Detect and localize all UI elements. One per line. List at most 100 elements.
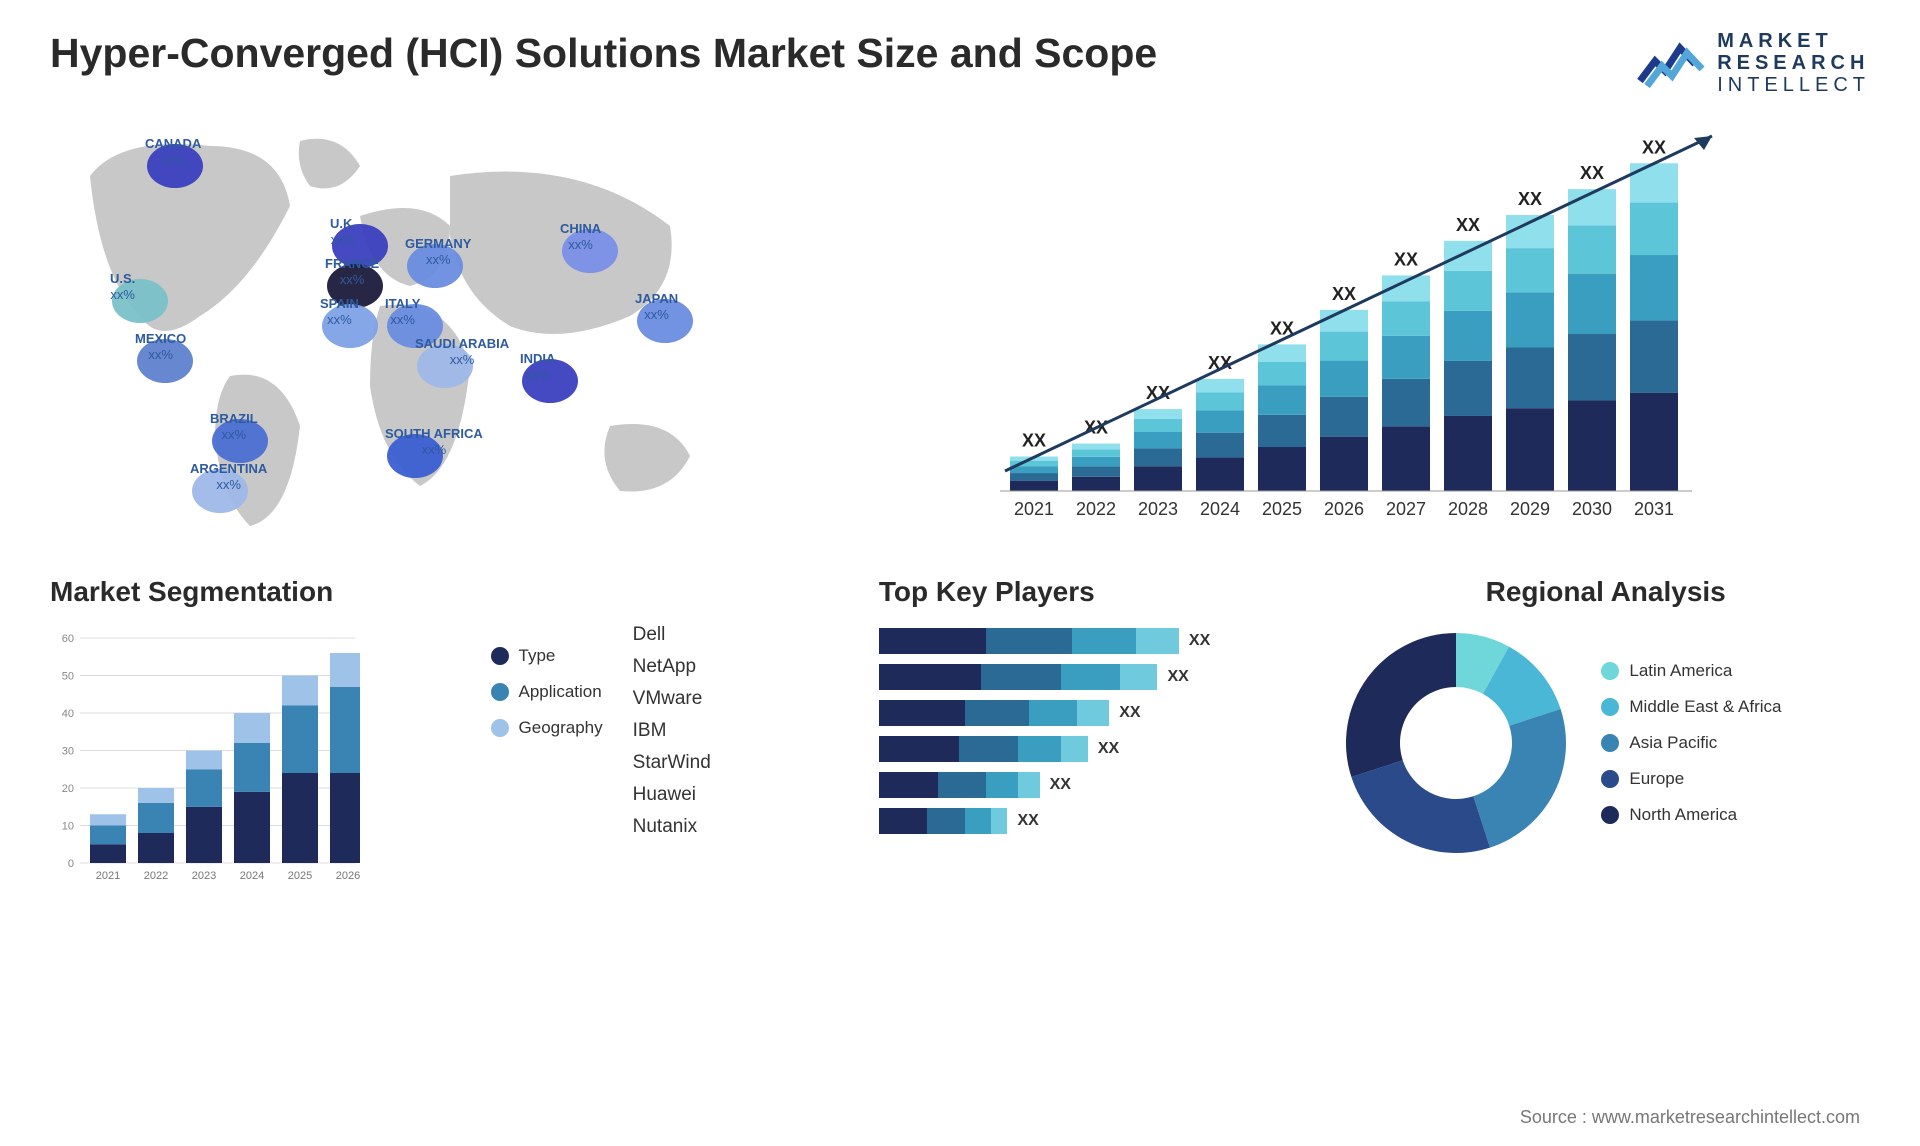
svg-text:XX: XX: [1580, 163, 1604, 183]
map-label-south-africa: SOUTH AFRICAxx%: [385, 426, 483, 457]
segmentation-chart: 0102030405060202120222023202420252026: [50, 628, 360, 888]
svg-text:50: 50: [62, 671, 74, 683]
keyplayer-item: Huawei: [633, 784, 849, 806]
source-caption: Source : www.marketresearchintellect.com: [1520, 1107, 1860, 1128]
svg-text:2029: 2029: [1510, 499, 1550, 519]
map-label-u-k-: U.K.xx%: [330, 216, 356, 247]
map-label-india: INDIAxx%: [520, 351, 555, 382]
svg-text:2031: 2031: [1634, 499, 1674, 519]
keyplayer-item: Dell: [633, 624, 849, 646]
hbar-segment: [1061, 736, 1088, 762]
hbar-segment: [1061, 664, 1120, 690]
keyplayers-bars: XXXXXXXXXXXX: [879, 628, 1312, 834]
brand-logo: MARKET RESEARCH INTELLECT: [1635, 30, 1870, 96]
legend-swatch: [1601, 662, 1619, 680]
hbar-value-label: XX: [1050, 776, 1071, 794]
map-label-spain: SPAINxx%: [320, 296, 359, 327]
map-label-france: FRANCExx%: [325, 256, 379, 287]
map-label-saudi-arabia: SAUDI ARABIAxx%: [415, 336, 509, 367]
map-label-canada: CANADAxx%: [145, 136, 201, 167]
svg-text:XX: XX: [1642, 137, 1666, 157]
logo-text-2: RESEARCH: [1717, 52, 1870, 74]
seg-legend-item: Application: [491, 682, 603, 702]
keyplayers-title: Top Key Players: [879, 576, 1312, 608]
seg-legend-item: Geography: [491, 718, 603, 738]
svg-text:XX: XX: [1022, 431, 1046, 451]
hbar-segment: [1029, 700, 1077, 726]
regional-legend-item: Latin America: [1601, 661, 1781, 681]
world-map: CANADAxx% U.S.xx% MEXICOxx% BRAZILxx% ARGENT…: [50, 116, 940, 536]
keyplayer-item: StarWind: [633, 752, 849, 774]
hbar-segment: [986, 772, 1018, 798]
legend-swatch: [491, 683, 509, 701]
keyplayer-item: IBM: [633, 720, 849, 742]
legend-label: North America: [1629, 805, 1737, 825]
logo-icon: [1635, 36, 1705, 91]
svg-text:10: 10: [62, 821, 74, 833]
map-label-china: CHINAxx%: [560, 221, 601, 252]
hbar-segment: [879, 664, 981, 690]
legend-label: Europe: [1629, 769, 1684, 789]
hbar-segment: [1120, 664, 1157, 690]
logo-text-1: MARKET: [1717, 30, 1870, 52]
map-label-mexico: MEXICOxx%: [135, 331, 186, 362]
legend-swatch: [1601, 806, 1619, 824]
map-label-japan: JAPANxx%: [635, 291, 678, 322]
svg-text:2024: 2024: [240, 870, 264, 882]
regional-legend-item: North America: [1601, 805, 1781, 825]
map-label-u-s-: U.S.xx%: [110, 271, 135, 302]
legend-label: Geography: [519, 718, 603, 738]
svg-text:0: 0: [68, 858, 74, 870]
svg-text:60: 60: [62, 633, 74, 645]
svg-text:2026: 2026: [1324, 499, 1364, 519]
svg-text:2023: 2023: [192, 870, 216, 882]
keyplayer-item: Nutanix: [633, 816, 849, 838]
legend-label: Application: [519, 682, 602, 702]
svg-text:XX: XX: [1394, 249, 1418, 269]
legend-swatch: [1601, 734, 1619, 752]
svg-text:2025: 2025: [1262, 499, 1302, 519]
regional-donut: [1341, 628, 1571, 858]
hbar-segment: [1077, 700, 1109, 726]
legend-label: Middle East & Africa: [1629, 697, 1781, 717]
hbar-value-label: XX: [1167, 668, 1188, 686]
keyplayer-bar-row: XX: [879, 808, 1312, 834]
svg-text:20: 20: [62, 783, 74, 795]
legend-swatch: [491, 719, 509, 737]
page-title: Hyper-Converged (HCI) Solutions Market S…: [50, 30, 1157, 77]
hbar-segment: [981, 664, 1061, 690]
map-label-brazil: BRAZILxx%: [210, 411, 258, 442]
hbar-segment: [1136, 628, 1179, 654]
map-label-argentina: ARGENTINAxx%: [190, 461, 267, 492]
regional-title: Regional Analysis: [1341, 576, 1870, 608]
keyplayer-item: NetApp: [633, 656, 849, 678]
keyplayer-bar-row: XX: [879, 736, 1312, 762]
legend-label: Type: [519, 646, 556, 666]
hbar-segment: [879, 772, 938, 798]
svg-text:2030: 2030: [1572, 499, 1612, 519]
map-label-germany: GERMANYxx%: [405, 236, 471, 267]
svg-text:2021: 2021: [1014, 499, 1054, 519]
hbar-segment: [1072, 628, 1136, 654]
hbar-segment: [879, 808, 927, 834]
hbar-segment: [927, 808, 964, 834]
svg-text:2028: 2028: [1448, 499, 1488, 519]
hbar-segment: [986, 628, 1072, 654]
hbar-segment: [1018, 736, 1061, 762]
svg-text:XX: XX: [1518, 189, 1542, 209]
svg-text:2022: 2022: [1076, 499, 1116, 519]
hbar-value-label: XX: [1098, 740, 1119, 758]
svg-text:40: 40: [62, 708, 74, 720]
hbar-value-label: XX: [1119, 704, 1140, 722]
hbar-segment: [879, 736, 959, 762]
forecast-bar-chart: XX2021XX2022XX2023XX2024XX2025XX2026XX20…: [980, 116, 1870, 536]
legend-swatch: [1601, 698, 1619, 716]
regional-legend-item: Europe: [1601, 769, 1781, 789]
svg-text:2023: 2023: [1138, 499, 1178, 519]
svg-text:2026: 2026: [336, 870, 360, 882]
hbar-segment: [879, 628, 986, 654]
svg-text:2022: 2022: [144, 870, 168, 882]
svg-text:XX: XX: [1456, 215, 1480, 235]
hbar-value-label: XX: [1189, 632, 1210, 650]
keyplayers-list: DellNetAppVMwareIBMStarWindHuaweiNutanix: [633, 624, 849, 838]
